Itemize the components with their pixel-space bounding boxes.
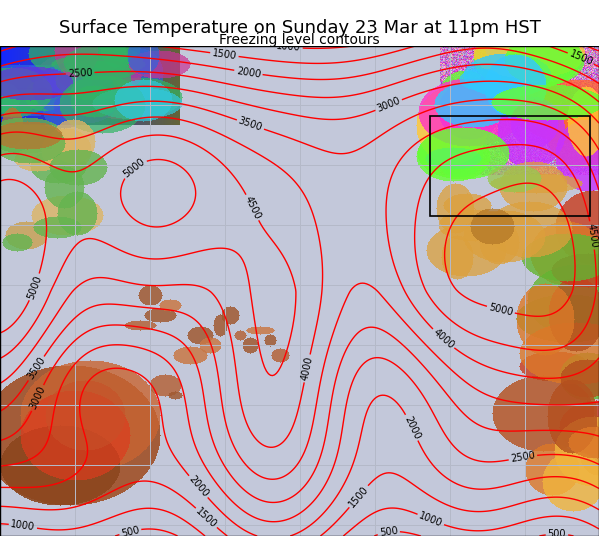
Text: 500: 500	[379, 526, 398, 536]
Text: 2000: 2000	[235, 66, 261, 79]
Text: 5000: 5000	[26, 274, 44, 300]
Text: 1500: 1500	[194, 506, 219, 530]
Text: 500: 500	[547, 529, 566, 536]
Text: 1500: 1500	[211, 48, 237, 61]
Bar	[430, 116, 590, 217]
Text: 2500: 2500	[510, 450, 536, 464]
Text: 4000: 4000	[300, 355, 314, 382]
Text: 2000: 2000	[186, 474, 210, 500]
Text: 4500: 4500	[585, 222, 599, 248]
Text: 5000: 5000	[122, 157, 147, 180]
Text: 1000: 1000	[418, 510, 444, 529]
Text: 4000: 4000	[431, 327, 456, 351]
Text: 500: 500	[120, 525, 140, 536]
Text: 2500: 2500	[68, 68, 93, 79]
Text: 2000: 2000	[402, 414, 422, 441]
Text: 3500: 3500	[237, 116, 264, 133]
Text: 3500: 3500	[25, 355, 47, 382]
Text: 1000: 1000	[10, 519, 36, 533]
Text: 3000: 3000	[376, 96, 402, 114]
Text: 1500: 1500	[347, 484, 370, 509]
Text: Freezing level contours: Freezing level contours	[219, 33, 380, 47]
Text: Surface Temperature on Sunday 23 Mar at 11pm HST: Surface Temperature on Sunday 23 Mar at …	[59, 19, 540, 37]
Text: 5000: 5000	[488, 302, 514, 317]
Text: 3000: 3000	[28, 385, 47, 411]
Text: 1000: 1000	[276, 41, 301, 53]
Text: 1500: 1500	[568, 49, 594, 68]
Text: 4500: 4500	[243, 194, 262, 221]
